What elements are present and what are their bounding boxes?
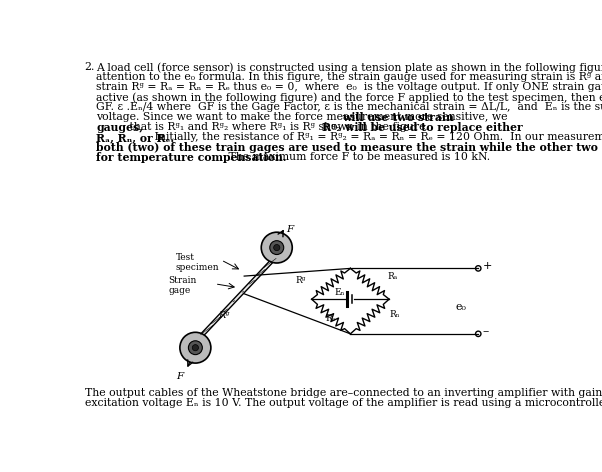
Text: 2.: 2. bbox=[84, 62, 95, 72]
Text: The output cables of the Wheatstone bridge are–connected to an inverting amplifi: The output cables of the Wheatstone brid… bbox=[84, 388, 602, 398]
Text: for temperature compensation.: for temperature compensation. bbox=[96, 152, 287, 163]
Circle shape bbox=[192, 345, 199, 351]
Text: active (as shown in the following figure) and the force F applied to the test sp: active (as shown in the following figure… bbox=[96, 92, 602, 102]
Text: Rᵍ: Rᵍ bbox=[295, 276, 305, 285]
Text: will use two strain: will use two strain bbox=[342, 112, 453, 123]
Text: attention to the e₀ formula. In this figure, the strain gauge used for measuring: attention to the e₀ formula. In this fig… bbox=[96, 72, 602, 82]
Text: A load cell (force sensor) is constructed using a tension plate as shown in the : A load cell (force sensor) is constructe… bbox=[96, 62, 602, 73]
Text: both (two) of these train gages are used to measure the strain while the other t: both (two) of these train gages are used… bbox=[96, 142, 602, 153]
Text: Test
specimen: Test specimen bbox=[176, 253, 220, 272]
Circle shape bbox=[476, 266, 481, 271]
Text: Initially, the resistance of Rᵍ₁ = Rᵍ₂ = Rₐ = Rₙ = Rₑ = 120 Ohm.  In our measure: Initially, the resistance of Rᵍ₁ = Rᵍ₂ =… bbox=[151, 132, 602, 142]
Text: Rₙ: Rₙ bbox=[390, 311, 400, 320]
Circle shape bbox=[180, 332, 211, 363]
Text: GF. ε .Eₙ/4 where  GF is the Gage Factor, ε is the mechanical strain = ΔL/L,  an: GF. ε .Eₙ/4 where GF is the Gage Factor,… bbox=[96, 102, 602, 112]
Text: Rₐ: Rₐ bbox=[388, 272, 398, 281]
Polygon shape bbox=[190, 248, 287, 346]
Circle shape bbox=[476, 331, 481, 337]
Circle shape bbox=[261, 232, 292, 263]
Text: F: F bbox=[176, 372, 184, 381]
Text: strain Rᵍ = Rₐ = Rₙ = Rₑ thus e₀ = 0,  where  e₀  is the voltage output. If only: strain Rᵍ = Rₐ = Rₙ = Rₑ thus e₀ = 0, wh… bbox=[96, 82, 602, 92]
Circle shape bbox=[188, 341, 202, 354]
Text: voltage. Since we want to make the force measurement more sensitive, we: voltage. Since we want to make the force… bbox=[96, 112, 511, 122]
Text: F: F bbox=[286, 225, 293, 234]
Text: e₀: e₀ bbox=[455, 302, 466, 312]
Text: –: – bbox=[483, 325, 489, 338]
Text: Rₐ, Rₙ, or Rₑ.: Rₐ, Rₙ, or Rₑ. bbox=[96, 132, 175, 143]
Text: that is Rᵍ₁ and Rᵍ₂ where Rᵍ₁ is Rᵍ shown in the figure.: that is Rᵍ₁ and Rᵍ₂ where Rᵍ₁ is Rᵍ show… bbox=[126, 122, 432, 132]
Text: Strain
gage: Strain gage bbox=[168, 276, 197, 295]
Text: The maximum force F to be measured is 10 kN.: The maximum force F to be measured is 10… bbox=[225, 152, 490, 162]
Circle shape bbox=[270, 241, 284, 254]
Text: excitation voltage Eₙ is 10 V. The output voltage of the amplifier is read using: excitation voltage Eₙ is 10 V. The outpu… bbox=[84, 398, 602, 408]
Text: gauges,: gauges, bbox=[96, 122, 143, 133]
Text: Rₑ: Rₑ bbox=[326, 313, 336, 322]
Text: +: + bbox=[483, 261, 492, 271]
Circle shape bbox=[274, 244, 280, 251]
Text: Rᵍ₂ will be used to replace either: Rᵍ₂ will be used to replace either bbox=[321, 122, 523, 133]
Text: Eₙ: Eₙ bbox=[335, 288, 346, 297]
Text: Rᵍ: Rᵍ bbox=[219, 311, 230, 320]
